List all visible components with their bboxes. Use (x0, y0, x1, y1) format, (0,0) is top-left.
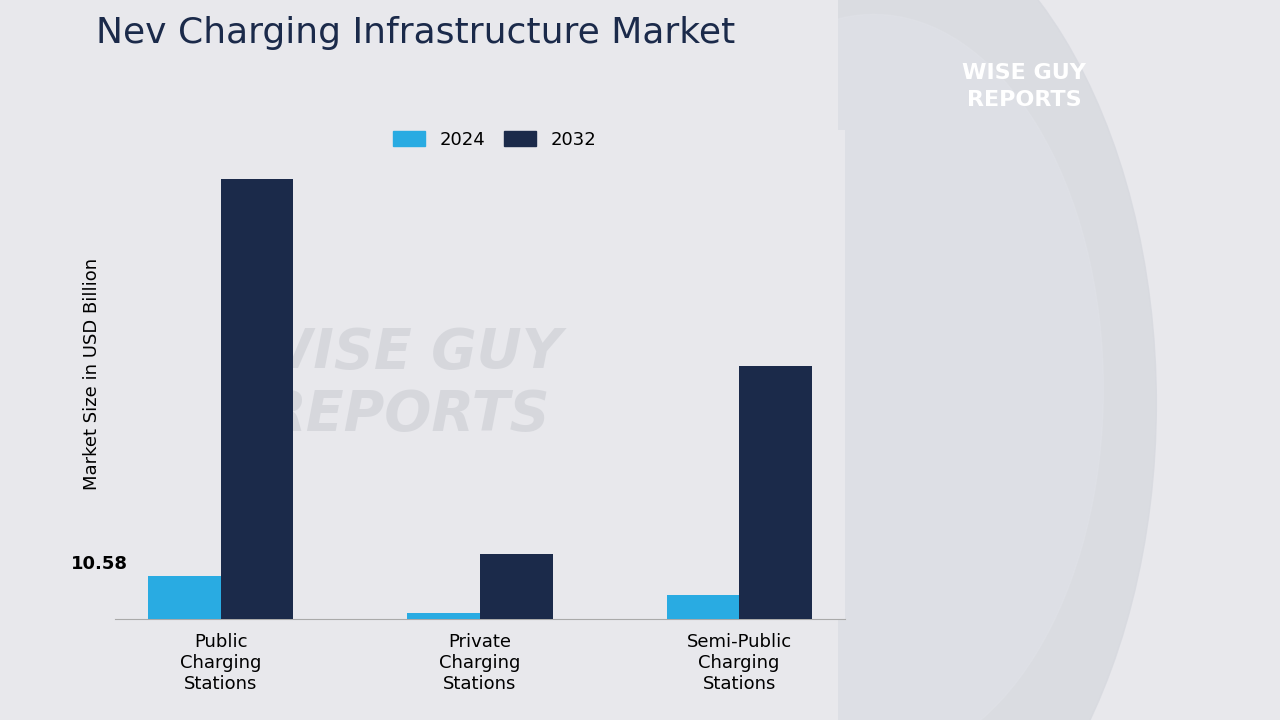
Bar (407, 613, 480, 619)
Text: 10.58: 10.58 (70, 555, 128, 573)
Text: Nev Charging Infrastructure Market: Nev Charging Infrastructure Market (96, 17, 735, 50)
Y-axis label: Market Size in USD Billion: Market Size in USD Billion (83, 258, 101, 490)
Bar (480, 554, 553, 619)
Text: WISE GUY
REPORTS: WISE GUY REPORTS (963, 63, 1085, 109)
Circle shape (521, 0, 1156, 720)
Bar (221, 179, 293, 619)
Legend: 2024, 2032: 2024, 2032 (385, 124, 604, 156)
Bar (739, 366, 812, 619)
Text: WISE GUY
REPORTS: WISE GUY REPORTS (252, 326, 562, 442)
Circle shape (644, 14, 1103, 720)
Bar (667, 595, 739, 619)
Bar (148, 576, 221, 619)
